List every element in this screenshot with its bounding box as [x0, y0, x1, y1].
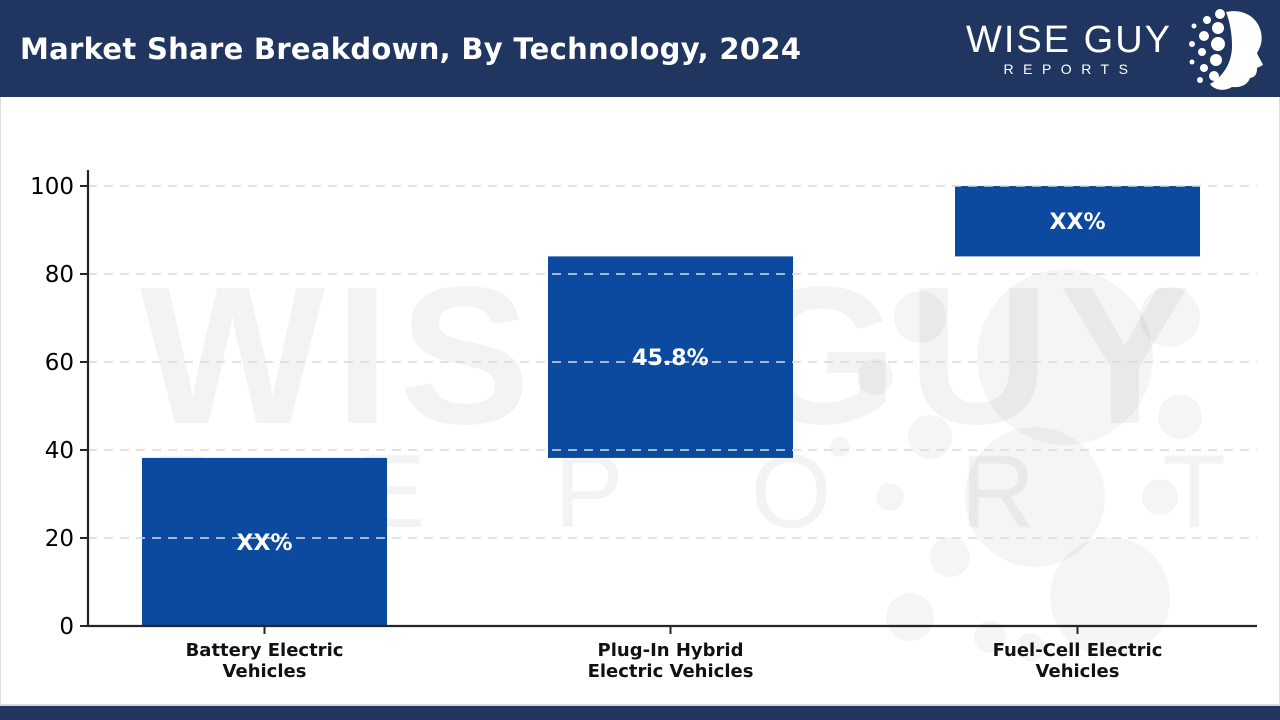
brand-wordmark: WISE GUY REPORTS [966, 21, 1172, 76]
chart-bar [955, 186, 1200, 257]
y-tick-label: 80 [45, 262, 74, 288]
header-bar: Market Share Breakdown, By Technology, 2… [0, 0, 1280, 97]
bar-value-label: XX% [237, 531, 293, 556]
bar-value-label: XX% [1050, 210, 1106, 235]
y-tick-label: 100 [30, 174, 74, 200]
category-label: Battery Electric Vehicles [186, 640, 344, 682]
chart-bar [142, 457, 387, 626]
footer-bar [0, 706, 1280, 720]
brand-head-icon [1189, 8, 1263, 90]
y-tick-label: 20 [45, 526, 74, 552]
bar-value-label: 45.8% [632, 346, 708, 371]
page-title: Market Share Breakdown, By Technology, 2… [20, 31, 802, 66]
category-label: Fuel-Cell Electric Vehicles [993, 640, 1163, 682]
brand-subtitle: REPORTS [1003, 61, 1138, 77]
brand-name: WISE GUY [965, 19, 1172, 61]
chart-bar [548, 256, 793, 458]
category-label: Plug-In Hybrid Electric Vehicles [588, 640, 754, 682]
y-tick-label: 0 [59, 614, 74, 640]
y-tick-label: 60 [45, 350, 74, 376]
y-tick-label: 40 [45, 438, 74, 464]
brand-logo: WISE GUY REPORTS [966, 6, 1266, 92]
